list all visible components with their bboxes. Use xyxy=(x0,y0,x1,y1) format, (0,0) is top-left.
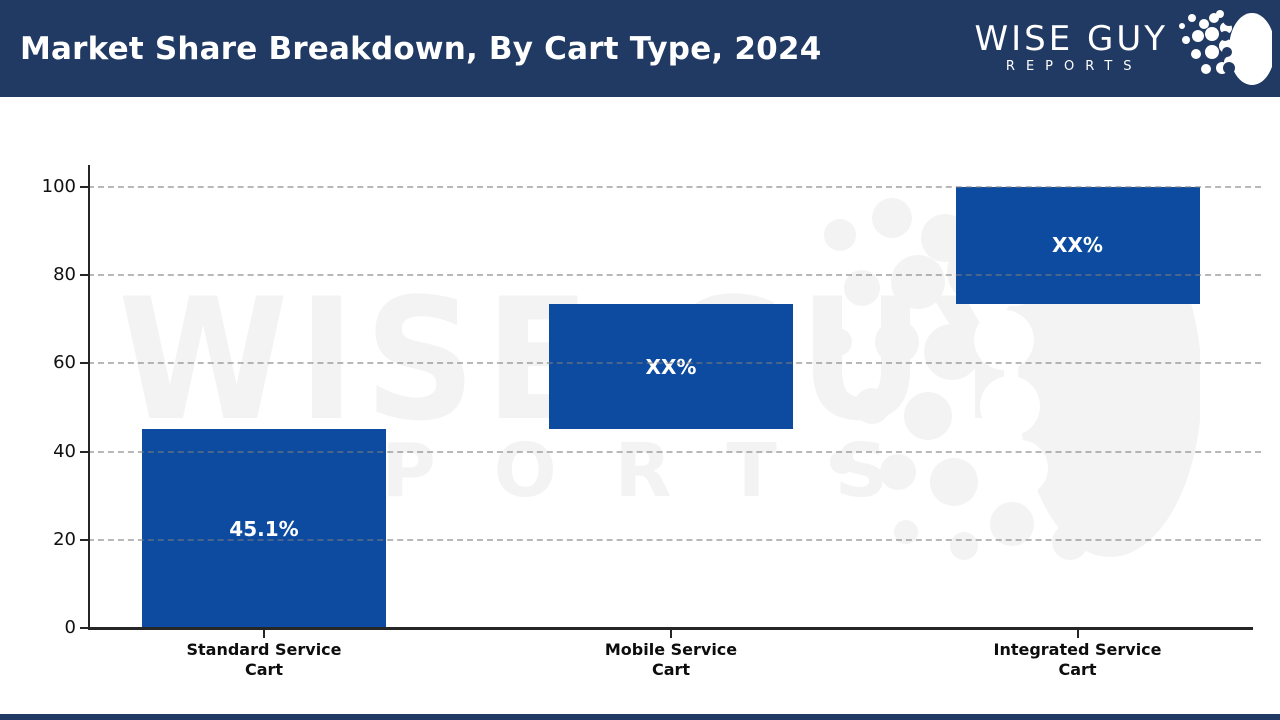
bar-segment: XX% xyxy=(955,187,1200,304)
y-tick-mark xyxy=(80,627,88,629)
y-tick-label: 60 xyxy=(53,352,76,374)
gridline xyxy=(88,362,1261,365)
y-tick-label: 0 xyxy=(64,617,76,638)
bar-segment: 45.1% xyxy=(142,429,386,628)
y-tick-label: 40 xyxy=(53,440,76,462)
x-category-label-line: Integrated Service xyxy=(993,640,1162,659)
footer-bar xyxy=(0,714,1280,720)
y-tick-label: 80 xyxy=(53,264,76,286)
x-axis-line xyxy=(88,627,1253,630)
wise-guy-reports-logo: WISE GUY REPORTS xyxy=(974,0,1280,97)
logo-subtitle: REPORTS xyxy=(1005,58,1143,74)
logo-head-icon xyxy=(1179,9,1272,85)
logo-text: WISE GUY REPORTS xyxy=(974,22,1168,76)
gridline xyxy=(88,450,1261,453)
x-category-label-line: Cart xyxy=(651,660,691,679)
x-category-label-line: Cart xyxy=(244,660,284,679)
x-tick-mark xyxy=(1076,630,1079,638)
header-bar: Market Share Breakdown, By Cart Type, 20… xyxy=(0,0,1280,97)
y-tick-label: 100 xyxy=(41,176,76,198)
y-tick-mark xyxy=(80,538,88,541)
bar-value-label: 45.1% xyxy=(229,516,299,541)
x-category-label-line: Cart xyxy=(1058,660,1097,679)
y-tick-mark xyxy=(80,450,88,453)
x-category-label: Mobile Service Cart xyxy=(511,640,831,680)
bar-value-label: XX% xyxy=(1052,233,1103,258)
logo-wordmark: WISE GUY xyxy=(974,18,1168,59)
bar-value-label: XX% xyxy=(645,354,697,379)
y-tick-mark xyxy=(80,362,88,365)
gridline xyxy=(88,538,1261,541)
x-tick-mark xyxy=(263,630,265,638)
x-category-label-line: Standard Service xyxy=(186,640,342,659)
x-category-label: Integrated Service Cart xyxy=(918,640,1238,680)
y-axis-line xyxy=(88,165,90,628)
y-tick-mark xyxy=(80,274,88,277)
y-tick-label: 20 xyxy=(53,528,76,550)
gridline xyxy=(88,274,1261,277)
x-category-label-line: Mobile Service xyxy=(604,640,738,659)
x-tick-mark xyxy=(670,630,672,638)
x-category-label: Standard Service Cart xyxy=(104,640,424,680)
bar-segment: XX% xyxy=(549,303,793,430)
chart-title: Market Share Breakdown, By Cart Type, 20… xyxy=(20,30,822,67)
y-tick-mark xyxy=(80,186,88,189)
gridline xyxy=(88,186,1261,189)
